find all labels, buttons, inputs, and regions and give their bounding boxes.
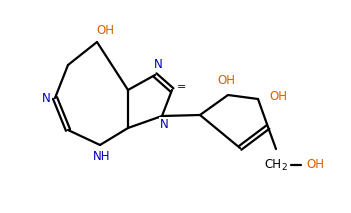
- Text: N: N: [42, 92, 51, 105]
- Text: NH: NH: [93, 151, 111, 164]
- Text: OH: OH: [269, 91, 287, 104]
- Text: N: N: [160, 118, 168, 131]
- Text: 2: 2: [281, 164, 287, 173]
- Text: OH: OH: [306, 158, 324, 171]
- Text: =: =: [177, 82, 187, 92]
- Text: CH: CH: [265, 158, 282, 171]
- Text: N: N: [154, 59, 163, 72]
- Text: OH: OH: [96, 24, 114, 37]
- Text: OH: OH: [217, 75, 235, 88]
